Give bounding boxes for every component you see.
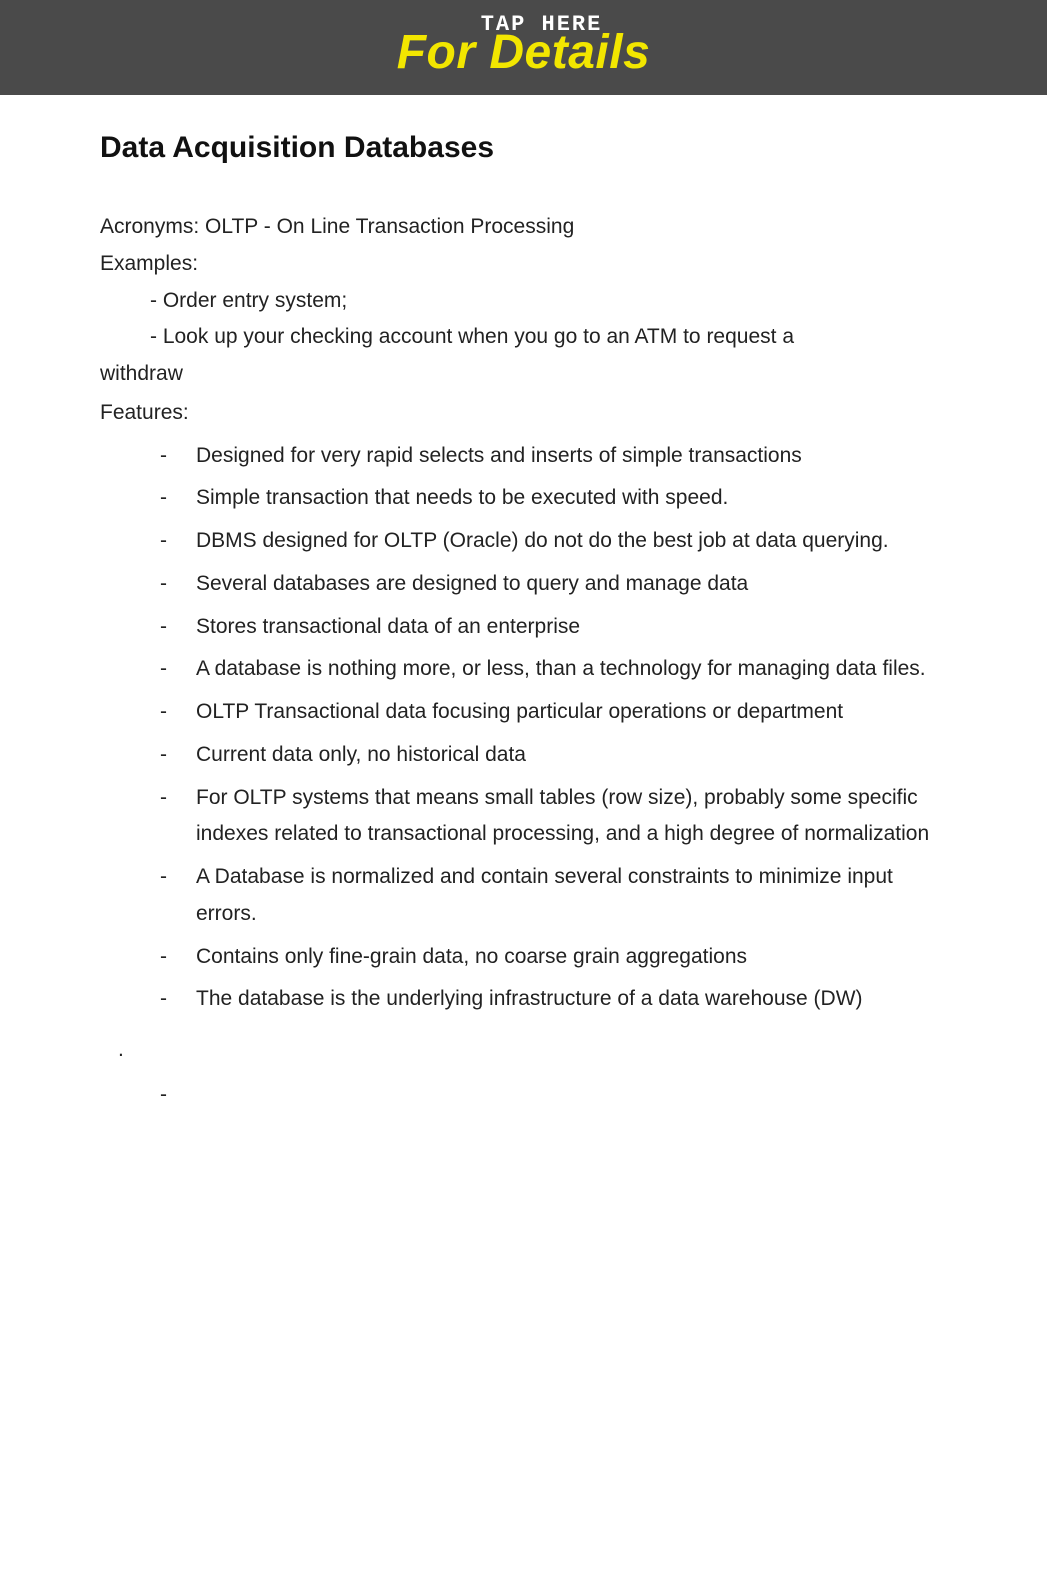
banner-top-text: TAP HERE <box>18 12 1047 37</box>
feature-item: A Database is normalized and contain sev… <box>160 859 957 933</box>
document-content: Data Acquisition Databases Acronyms: OLT… <box>0 95 1047 1174</box>
feature-item: Current data only, no historical data <box>160 737 957 774</box>
feature-item: Contains only fine-grain data, no coarse… <box>160 939 957 976</box>
acronym-line: Acronyms: OLTP - On Line Transaction Pro… <box>100 209 957 246</box>
trailing-dash: - <box>100 1077 957 1114</box>
example-item: - Look up your checking account when you… <box>150 319 957 356</box>
document-body: Acronyms: OLTP - On Line Transaction Pro… <box>100 209 957 1114</box>
feature-item: Designed for very rapid selects and inse… <box>160 438 957 475</box>
feature-item: Stores transactional data of an enterpri… <box>160 609 957 646</box>
example-item: - Order entry system; <box>150 283 957 320</box>
feature-item: For OLTP systems that means small tables… <box>160 780 957 854</box>
trailing-dot: . <box>100 1032 957 1069</box>
features-list: Designed for very rapid selects and inse… <box>100 438 957 1019</box>
feature-item: Simple transaction that needs to be exec… <box>160 480 957 517</box>
feature-item: OLTP Transactional data focusing particu… <box>160 694 957 731</box>
feature-item: DBMS designed for OLTP (Oracle) do not d… <box>160 523 957 560</box>
banner[interactable]: TAP HERE For Details <box>0 0 1047 95</box>
feature-item: The database is the underlying infrastru… <box>160 981 957 1018</box>
feature-item: Several databases are designed to query … <box>160 566 957 603</box>
examples-list: - Order entry system; - Look up your che… <box>100 283 957 357</box>
example-continuation: withdraw <box>100 356 957 393</box>
page-title: Data Acquisition Databases <box>100 131 957 165</box>
features-label: Features: <box>100 395 957 432</box>
examples-label: Examples: <box>100 246 957 283</box>
feature-item: A database is nothing more, or less, tha… <box>160 651 957 688</box>
